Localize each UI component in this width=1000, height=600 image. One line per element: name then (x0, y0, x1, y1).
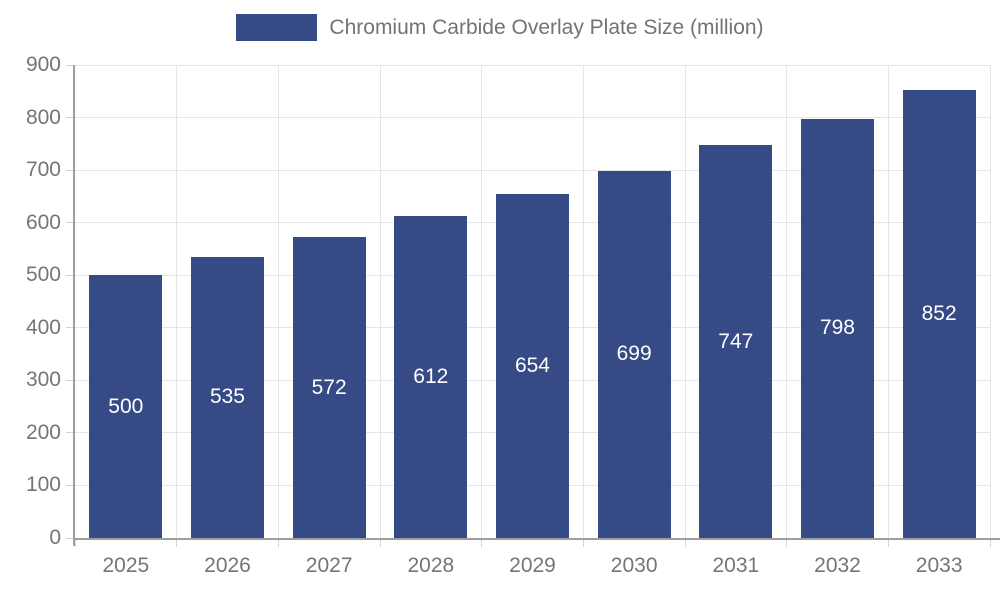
bar-2027: 572 (292, 237, 366, 538)
y-tick (66, 274, 73, 276)
x-tick-label-2030: 2030 (610, 554, 658, 577)
y-tick-label: 600 (25, 210, 61, 234)
v-gridline (582, 65, 584, 538)
y-tick-label: 800 (25, 105, 61, 129)
legend-swatch (236, 14, 318, 41)
y-tick-label: 400 (25, 315, 61, 339)
x-tick-label-2032: 2032 (814, 554, 861, 577)
bar-value-2026: 535 (209, 385, 245, 409)
h-gridline (75, 64, 990, 66)
y-tick-label: 700 (25, 158, 61, 182)
x-tick (786, 540, 788, 547)
bar-2025: 500 (89, 275, 163, 538)
bar-value-2025: 500 (108, 394, 144, 418)
bar-2029: 654 (495, 194, 570, 538)
legend-item[interactable]: Chromium Carbide Overlay Plate Size (mil… (236, 14, 764, 41)
bar-2032: 798 (800, 118, 875, 538)
x-tick (74, 540, 76, 547)
y-tick-label: 300 (25, 368, 61, 392)
x-tick (481, 540, 483, 547)
y-tick (66, 117, 73, 119)
x-tick-label-2027: 2027 (305, 554, 353, 577)
bar-2026: 535 (190, 256, 265, 538)
x-tick (379, 540, 381, 547)
x-tick-label-2025: 2025 (102, 554, 150, 577)
legend-label: Chromium Carbide Overlay Plate Size (mil… (329, 15, 764, 39)
bar-2031: 747 (699, 145, 773, 538)
bar-2030: 699 (597, 170, 671, 538)
y-tick-label: 200 (25, 420, 61, 444)
bar-value-2032: 798 (819, 316, 855, 340)
legend: Chromium Carbide Overlay Plate Size (mil… (0, 14, 1000, 41)
y-tick (66, 222, 73, 224)
h-gridline (75, 169, 990, 171)
x-tick (582, 540, 584, 547)
x-tick (176, 540, 178, 547)
y-tick (66, 379, 73, 381)
v-gridline (379, 65, 381, 538)
bar-value-2028: 612 (413, 365, 449, 389)
v-gridline (684, 65, 686, 538)
x-tick (684, 540, 686, 547)
bar-value-2030: 699 (616, 342, 652, 366)
y-tick (66, 432, 73, 434)
x-tick-label-2029: 2029 (509, 554, 556, 577)
bar-value-2029: 654 (514, 354, 550, 378)
x-tick (277, 540, 279, 547)
v-gridline (277, 65, 279, 538)
y-tick-label: 0 (49, 526, 61, 549)
x-tick (887, 540, 889, 547)
v-gridline (786, 65, 788, 538)
x-tick-label-2028: 2028 (407, 554, 455, 577)
x-tick-label-2033: 2033 (915, 554, 963, 577)
bar-value-2033: 852 (921, 302, 957, 326)
y-tick-label: 500 (25, 263, 61, 287)
v-gridline (481, 65, 483, 538)
v-gridline (176, 65, 178, 538)
y-tick (66, 327, 73, 329)
y-tick (66, 169, 73, 171)
bar-2033: 852 (902, 90, 976, 538)
y-tick-label: 900 (25, 53, 61, 76)
y-tick (66, 484, 73, 486)
plot-area: 500 535 572 612 654 699 747 798 852 0 100 200 300 40… (26, 53, 1000, 577)
x-axis-line (73, 538, 1000, 540)
bar-2028: 612 (394, 216, 468, 538)
x-tick (989, 540, 991, 547)
v-gridline (989, 65, 991, 538)
h-gridline (75, 117, 990, 119)
v-gridline (887, 65, 889, 538)
y-tick (66, 64, 73, 66)
y-axis-line (73, 65, 75, 546)
x-tick-label-2031: 2031 (712, 554, 760, 577)
y-tick (66, 537, 73, 539)
bar-value-2031: 747 (718, 329, 754, 353)
bar-value-2027: 572 (311, 375, 347, 399)
x-tick-label-2026: 2026 (204, 554, 251, 577)
y-tick-label: 100 (25, 473, 61, 497)
